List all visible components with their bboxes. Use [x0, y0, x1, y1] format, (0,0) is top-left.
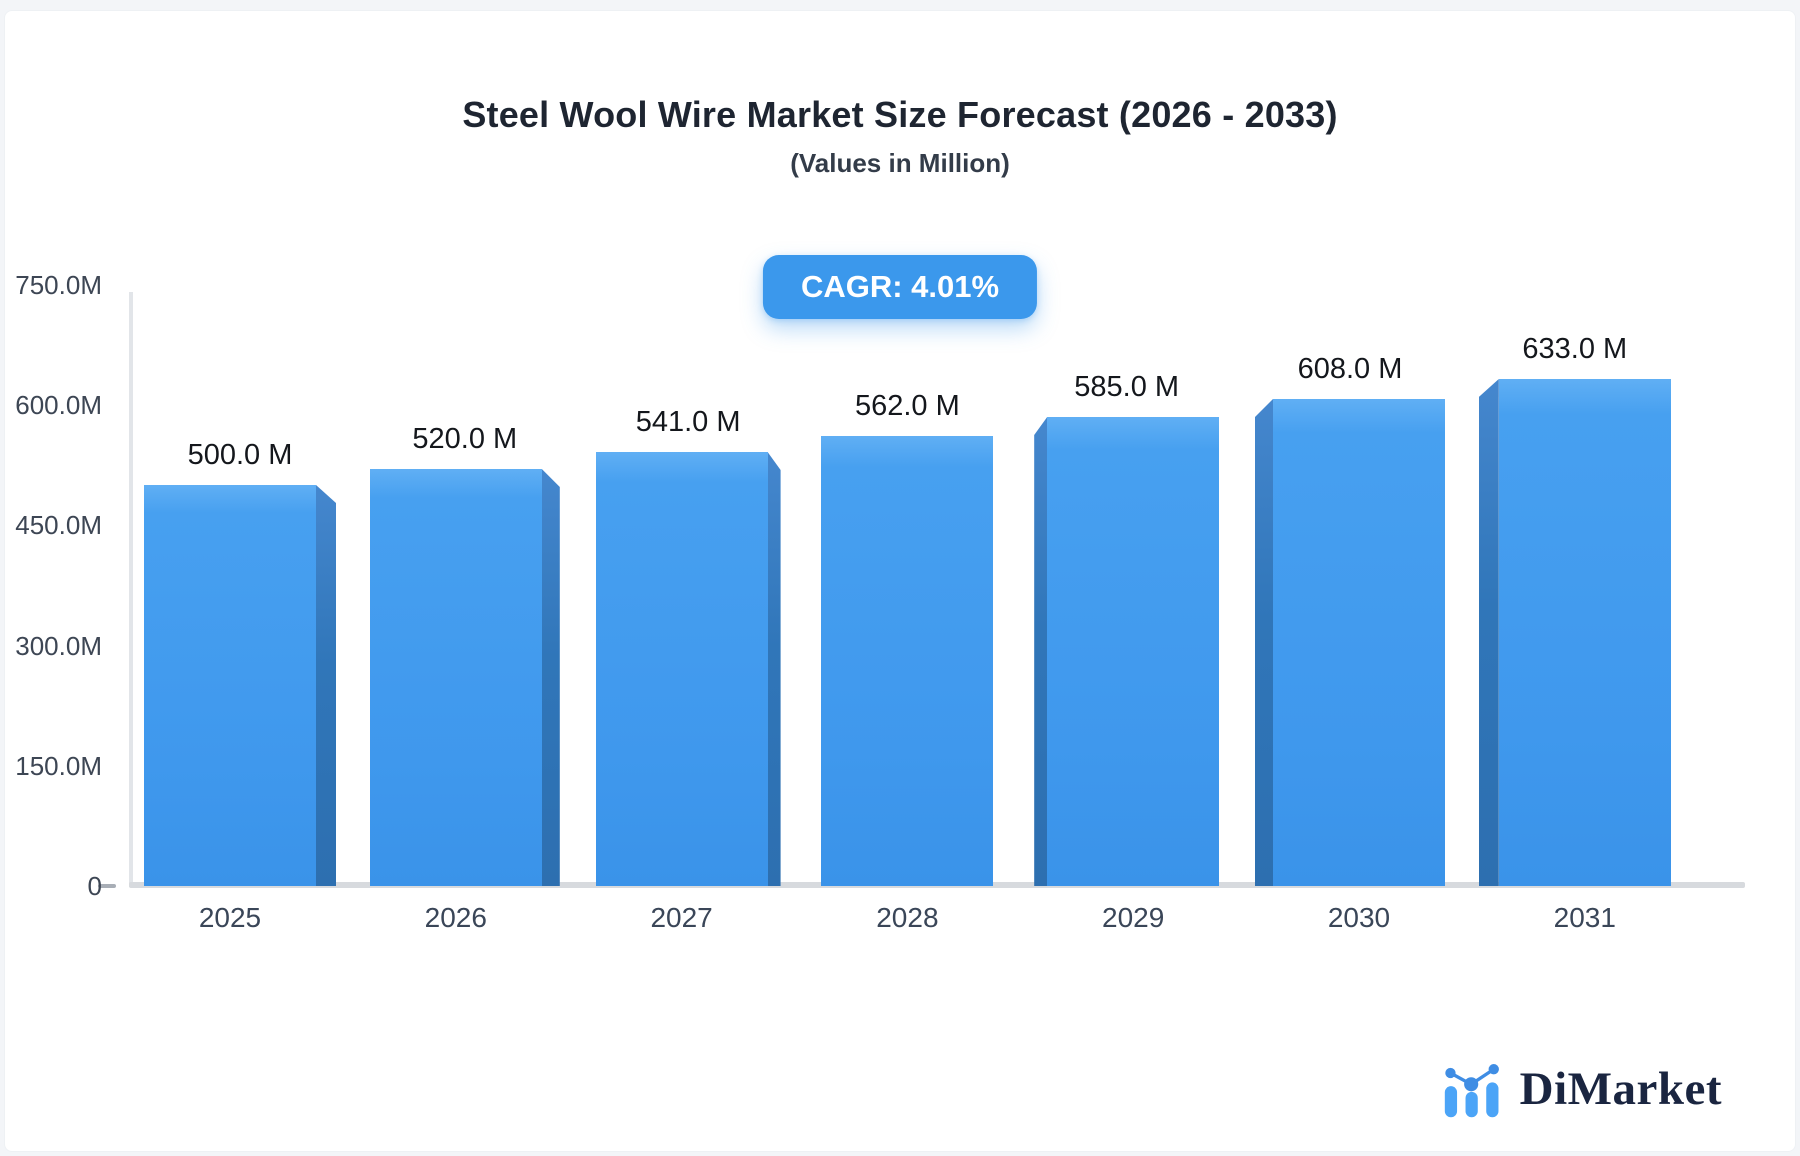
- y-axis-label: 150.0M: [15, 750, 102, 781]
- bar-side: [767, 452, 781, 886]
- y-axis-label: 600.0M: [15, 390, 102, 421]
- bar-2027: [595, 452, 781, 886]
- x-axis-label: 2028: [876, 902, 939, 933]
- x-axis-label: 2026: [424, 902, 487, 933]
- x-axis-label: 2031: [1553, 902, 1616, 933]
- bar-value-label: 541.0 M: [635, 406, 741, 438]
- bar-2030: [1255, 399, 1445, 886]
- x-axis-label: 2029: [1102, 902, 1165, 933]
- bar-face: [595, 452, 768, 886]
- bar-value-label: 500.0 M: [187, 439, 293, 471]
- y-axis-label: 300.0M: [15, 630, 102, 661]
- bar-side: [541, 469, 560, 886]
- bar-face: [1498, 379, 1671, 886]
- y-axis-line: [129, 292, 133, 887]
- bar-2026: [369, 469, 560, 886]
- bar-value-label: 633.0 M: [1522, 333, 1628, 365]
- bar-face: [1273, 399, 1445, 886]
- bar-side: [1255, 399, 1273, 886]
- chart-subtitle: (Values in Million): [790, 148, 1010, 178]
- chart-title: Steel Wool Wire Market Size Forecast (20…: [462, 94, 1338, 135]
- brand-logo: DiMarket: [1442, 1060, 1722, 1118]
- bar-side: [316, 485, 336, 886]
- bar-side: [1034, 417, 1048, 886]
- y-axis-label: 450.0M: [15, 510, 102, 541]
- bar-face: [144, 485, 316, 886]
- y-axis-label: 750.0M: [15, 270, 102, 300]
- bar-2031: [1478, 379, 1671, 886]
- brand-name: DiMarket: [1519, 1063, 1722, 1115]
- bar-2025: [144, 485, 336, 886]
- bar-face: [821, 436, 994, 886]
- x-axis-label: 2025: [198, 902, 262, 933]
- x-axis-label: 2030: [1327, 902, 1391, 933]
- bar-face: [1047, 417, 1220, 886]
- bar-2029: [1034, 417, 1220, 886]
- cagr-badge: CAGR: 4.01%: [762, 255, 1038, 319]
- y-axis-label: 0: [87, 871, 102, 901]
- bar-value-label: 585.0 M: [1074, 371, 1180, 403]
- bar-value-label: 562.0 M: [854, 390, 960, 422]
- bar-line-chart-icon: [1444, 1064, 1499, 1118]
- zero-tick-mark: [98, 884, 116, 888]
- bar-face: [369, 469, 542, 886]
- bar-value-label: 520.0 M: [412, 423, 518, 455]
- bar-side: [1478, 379, 1499, 886]
- bar-value-label: 608.0 M: [1297, 353, 1403, 385]
- x-axis-label: 2027: [650, 902, 713, 933]
- bar-2028: [821, 436, 994, 886]
